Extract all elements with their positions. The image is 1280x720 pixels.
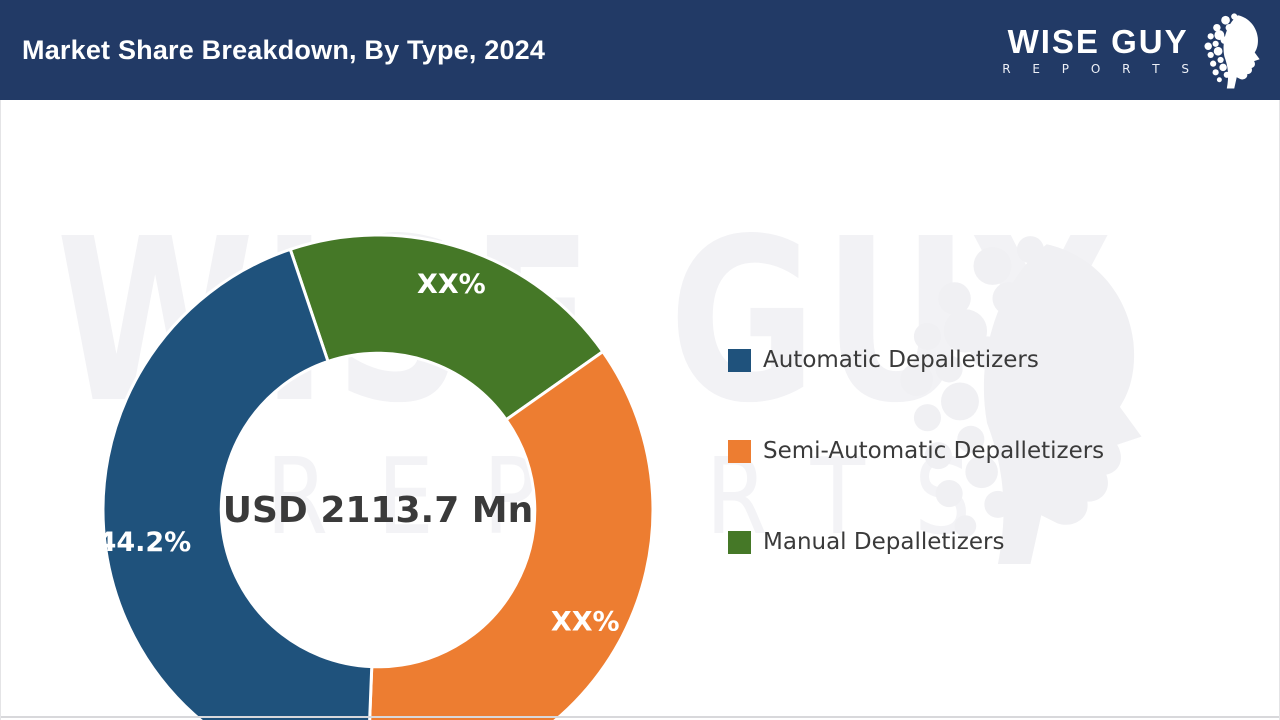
- donut-segment-2: [101, 247, 374, 720]
- segment-label-1: XX%: [551, 606, 620, 637]
- legend-swatch-icon: [728, 348, 751, 372]
- segment-label-2: 44.2%: [98, 527, 191, 558]
- header-bar: Market Share Breakdown, By Type, 2024 WI…: [0, 0, 1280, 100]
- donut-chart-wrap: XX% XX% 44.2% USD 2113.7 Mn: [98, 230, 658, 720]
- legend: Automatic Depalletizers Semi-Automatic De…: [728, 347, 1105, 621]
- legend-label: Automatic Depalletizers: [763, 347, 1039, 373]
- donut-center-label: USD 2113.7 Mn: [223, 490, 533, 531]
- legend-item-2: Manual Depalletizers: [728, 529, 1104, 555]
- legend-swatch-icon: [728, 439, 751, 463]
- donut-chart: XX% XX% 44.2% USD 2113.7 Mn: [98, 233, 655, 720]
- brand-subtitle: R E P O R T S: [1002, 61, 1198, 76]
- donut-segment-0: [288, 233, 605, 422]
- brand-name: WISE GUY: [1007, 22, 1189, 60]
- bottom-divider: [1, 716, 1279, 718]
- page-title: Market Share Breakdown, By Type, 2024: [22, 34, 546, 65]
- legend-label: Manual Depalletizers: [763, 529, 1005, 555]
- legend-item-1: Semi-Automatic Depalletizers: [728, 438, 1105, 464]
- brand-logo-text: WISE GUY R E P O R T S: [998, 25, 1198, 76]
- legend-label: Semi-Automatic Depalletizers: [763, 438, 1105, 464]
- legend-item-0: Automatic Depalletizers: [728, 347, 1104, 373]
- segment-label-0: XX%: [417, 269, 486, 300]
- legend-swatch-icon: [728, 530, 751, 554]
- head-logo-icon: [1204, 13, 1260, 89]
- brand-logo: WISE GUY R E P O R T S: [998, 11, 1264, 89]
- donut-segment-1: [368, 350, 655, 720]
